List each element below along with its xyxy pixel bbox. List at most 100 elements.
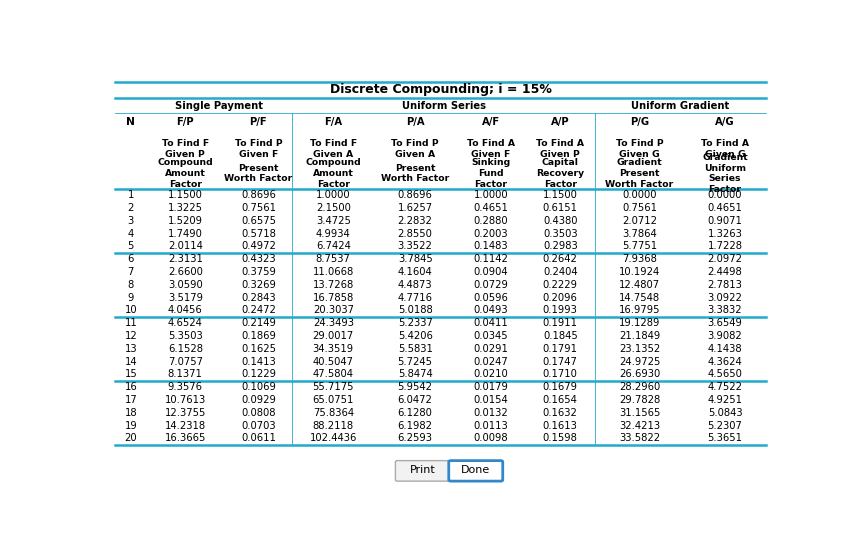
Text: 1.6257: 1.6257 [397,203,433,213]
Text: 13.7268: 13.7268 [313,280,354,290]
Text: 5: 5 [127,241,134,251]
Text: 0.0345: 0.0345 [474,331,508,341]
Text: Print: Print [409,466,435,476]
Text: Gradient
Uniform
Series
Factor: Gradient Uniform Series Factor [703,153,748,194]
Text: 4.9934: 4.9934 [316,229,351,239]
Text: 0.0808: 0.0808 [241,408,276,418]
Text: 21.1849: 21.1849 [619,331,660,341]
Text: 0.0493: 0.0493 [474,305,508,315]
Text: 5.7751: 5.7751 [622,241,657,251]
Text: 32.4213: 32.4213 [619,421,660,431]
Text: 4.7716: 4.7716 [397,292,433,302]
Text: 0.2642: 0.2642 [543,254,578,264]
Text: 16: 16 [125,382,138,392]
Text: 0.7561: 0.7561 [241,203,276,213]
Text: 0.1869: 0.1869 [241,331,276,341]
Text: 4.0456: 4.0456 [168,305,203,315]
Text: 3.9082: 3.9082 [708,331,742,341]
Text: 0.1710: 0.1710 [543,370,578,380]
Text: 102.4436: 102.4436 [310,433,357,443]
Text: 14: 14 [125,356,137,366]
Text: F/A: F/A [324,117,342,127]
Text: 0.0904: 0.0904 [474,267,508,277]
Text: 0.5718: 0.5718 [241,229,276,239]
Text: 0.0611: 0.0611 [241,433,276,443]
Text: F/P: F/P [176,117,194,127]
Text: P/F: P/F [249,117,267,127]
Text: 1: 1 [127,190,134,200]
Text: 0.2149: 0.2149 [241,318,276,328]
Text: 0.0179: 0.0179 [473,382,508,392]
Text: 24.3493: 24.3493 [313,318,353,328]
Text: 0.7561: 0.7561 [622,203,657,213]
Text: 4.3624: 4.3624 [708,356,742,366]
Text: 5.9542: 5.9542 [397,382,433,392]
Text: 0.4651: 0.4651 [473,203,508,213]
Text: 0.0291: 0.0291 [473,344,508,354]
Text: 1.0000: 1.0000 [474,190,508,200]
Text: 0.0000: 0.0000 [623,190,657,200]
Text: Done: Done [461,466,490,476]
Text: 12.4807: 12.4807 [619,280,660,290]
Text: 19.1289: 19.1289 [619,318,660,328]
Text: 5.3503: 5.3503 [168,331,203,341]
Text: 6.1280: 6.1280 [397,408,433,418]
Text: 0.4651: 0.4651 [708,203,742,213]
Text: 40.5047: 40.5047 [313,356,353,366]
Text: 16.3665: 16.3665 [164,433,206,443]
Text: 8: 8 [128,280,134,290]
Text: 0.1911: 0.1911 [543,318,578,328]
Text: 29.0017: 29.0017 [313,331,354,341]
Text: 18: 18 [125,408,137,418]
Text: To Find F
Given P: To Find F Given P [162,139,209,159]
Text: 15: 15 [125,370,138,380]
Text: 0.0596: 0.0596 [473,292,508,302]
Text: 0.0703: 0.0703 [241,421,276,431]
Text: 0.1613: 0.1613 [543,421,578,431]
Text: 4.5650: 4.5650 [708,370,742,380]
Text: 0.0247: 0.0247 [474,356,508,366]
Text: 14.2318: 14.2318 [165,421,206,431]
Text: Gradient
Present
Worth Factor: Gradient Present Worth Factor [605,158,673,189]
Text: N: N [126,117,135,127]
Text: 31.1565: 31.1565 [619,408,660,418]
Text: 1.1500: 1.1500 [168,190,203,200]
Text: 2.7813: 2.7813 [708,280,742,290]
Text: 14.7548: 14.7548 [619,292,660,302]
Text: 0.1845: 0.1845 [543,331,578,341]
Text: 29.7828: 29.7828 [619,395,660,405]
Text: 0.1632: 0.1632 [543,408,578,418]
Text: Single Payment: Single Payment [175,100,263,110]
Text: 0.6575: 0.6575 [241,216,276,226]
Text: 3.3832: 3.3832 [708,305,742,315]
Text: To Find A
Given P: To Find A Given P [537,139,584,159]
Text: 12.3755: 12.3755 [164,408,206,418]
Text: 3.0922: 3.0922 [708,292,742,302]
Text: 0.1483: 0.1483 [474,241,508,251]
Text: 4.7522: 4.7522 [708,382,742,392]
Text: 3.6549: 3.6549 [708,318,742,328]
Text: 0.9071: 0.9071 [708,216,742,226]
Text: 1.3263: 1.3263 [708,229,742,239]
Text: A/F: A/F [482,117,500,127]
Text: Uniform Series: Uniform Series [402,100,486,110]
Text: 12: 12 [125,331,138,341]
Text: 20: 20 [125,433,137,443]
Text: 55.7175: 55.7175 [312,382,354,392]
Text: 0.2096: 0.2096 [543,292,578,302]
Text: To Find P
Given G: To Find P Given G [616,139,663,159]
Text: 0.1791: 0.1791 [543,344,578,354]
Text: 16.7858: 16.7858 [313,292,354,302]
Text: To Find P
Given F: To Find P Given F [235,139,282,159]
Text: 2.6600: 2.6600 [168,267,203,277]
Text: 5.0188: 5.0188 [398,305,433,315]
Text: Capital
Recovery
Factor: Capital Recovery Factor [536,158,584,189]
Text: 2: 2 [127,203,134,213]
Text: 0.1654: 0.1654 [543,395,578,405]
Text: 5.2337: 5.2337 [397,318,433,328]
Text: 6.0472: 6.0472 [397,395,433,405]
Text: Uniform Gradient: Uniform Gradient [631,100,729,110]
Text: 2.0114: 2.0114 [168,241,203,251]
Text: 0.1598: 0.1598 [543,433,578,443]
Text: 3.3522: 3.3522 [397,241,433,251]
